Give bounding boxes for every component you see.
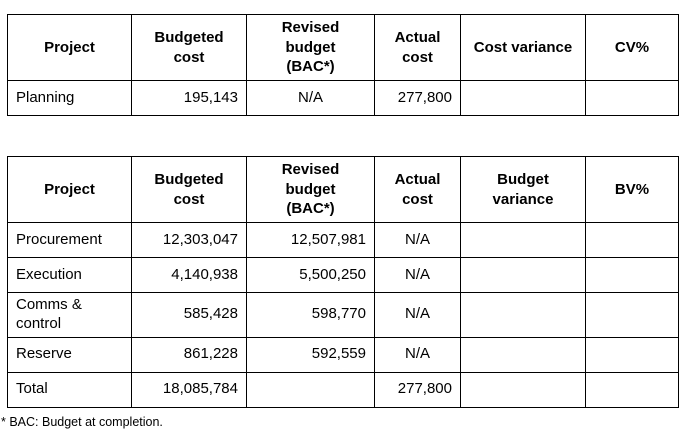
- empty-cell: [585, 371, 679, 408]
- value-cell: 4,140,938: [131, 257, 247, 293]
- empty-cell: [585, 80, 679, 116]
- value-cell: N/A: [374, 292, 461, 338]
- column-header: Actual cost: [374, 14, 461, 81]
- budget-variance-table-header: Project Budgeted cost Revised budget (BAC*…: [7, 156, 679, 223]
- column-header: Project: [7, 156, 132, 223]
- value-cell: N/A: [246, 80, 375, 116]
- column-header: Budget variance: [460, 156, 586, 223]
- header-row: Project Budgeted cost Revised budget (BAC*…: [7, 14, 679, 81]
- empty-cell: [585, 292, 679, 338]
- column-header: Cost variance: [460, 14, 586, 81]
- column-header: BV%: [585, 156, 679, 223]
- bac-footnote: * BAC: Budget at completion.: [1, 414, 163, 429]
- document-page: Project Budgeted cost Revised budget (BAC*…: [1, 14, 679, 429]
- table-row: Reserve 861,228 592,559 N/A: [7, 336, 679, 373]
- empty-cell: [460, 371, 586, 408]
- table-row: Planning 195,143 N/A 277,800: [7, 80, 679, 116]
- project-cell: Execution: [7, 257, 132, 293]
- value-cell: 12,507,981: [246, 222, 375, 258]
- project-cell: Procurement: [7, 222, 132, 258]
- cost-variance-table-body: Planning 195,143 N/A 277,800: [7, 80, 679, 116]
- table-row: Comms & control 585,428 598,770 N/A: [7, 292, 679, 338]
- column-header: Project: [7, 14, 132, 81]
- cost-variance-table-header: Project Budgeted cost Revised budget (BAC*…: [7, 14, 679, 81]
- empty-cell: [460, 80, 586, 116]
- value-cell: 277,800: [374, 371, 461, 408]
- column-header: Budgeted cost: [131, 156, 247, 223]
- empty-cell: [585, 257, 679, 293]
- value-cell: 5,500,250: [246, 257, 375, 293]
- value-cell: 12,303,047: [131, 222, 247, 258]
- column-header: Actual cost: [374, 156, 461, 223]
- project-cell: Planning: [7, 80, 132, 116]
- empty-cell: [460, 292, 586, 338]
- empty-cell: [460, 257, 586, 293]
- budget-variance-table: Project Budgeted cost Revised budget (BAC*…: [7, 156, 679, 408]
- cost-variance-table: Project Budgeted cost Revised budget (BAC*…: [7, 14, 679, 116]
- table-gap: [7, 116, 678, 156]
- value-cell: N/A: [374, 257, 461, 293]
- empty-cell: [585, 222, 679, 258]
- value-cell: 585,428: [131, 292, 247, 338]
- table-row: Execution 4,140,938 5,500,250 N/A: [7, 257, 679, 293]
- value-cell: N/A: [374, 222, 461, 258]
- column-header: Budgeted cost: [131, 14, 247, 81]
- value-cell: 861,228: [131, 336, 247, 373]
- empty-cell: [585, 336, 679, 373]
- project-cell: Reserve: [7, 336, 132, 373]
- value-cell: N/A: [374, 336, 461, 373]
- empty-cell: [460, 336, 586, 373]
- column-header: Revised budget (BAC*): [246, 14, 375, 81]
- project-cell: Comms & control: [7, 292, 132, 338]
- budget-variance-table-body: Procurement 12,303,047 12,507,981 N/A Execut…: [7, 222, 679, 408]
- empty-cell: [460, 222, 586, 258]
- value-cell: 277,800: [374, 80, 461, 116]
- value-cell: 195,143: [131, 80, 247, 116]
- value-cell: 592,559: [246, 336, 375, 373]
- value-cell: 598,770: [246, 292, 375, 338]
- value-cell: 18,085,784: [131, 371, 247, 408]
- column-header: Revised budget (BAC*): [246, 156, 375, 223]
- column-header: CV%: [585, 14, 679, 81]
- table-row: Total 18,085,784 277,800: [7, 371, 679, 408]
- project-cell: Total: [7, 371, 132, 408]
- header-row: Project Budgeted cost Revised budget (BAC*…: [7, 156, 679, 223]
- table-row: Procurement 12,303,047 12,507,981 N/A: [7, 222, 679, 258]
- empty-cell: [246, 371, 375, 408]
